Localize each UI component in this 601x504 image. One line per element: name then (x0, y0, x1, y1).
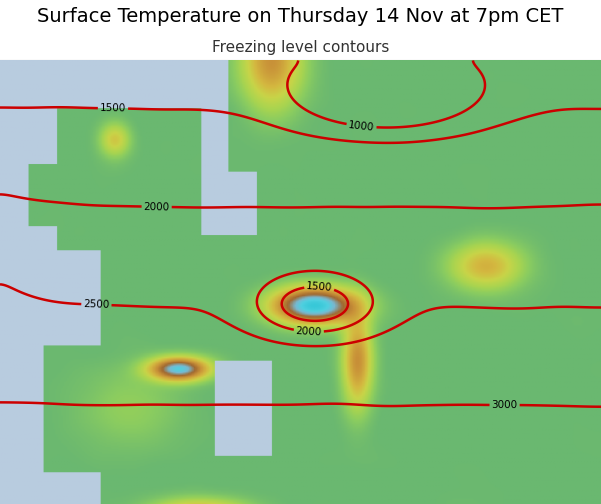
Text: 2000: 2000 (296, 326, 322, 337)
Text: 1500: 1500 (100, 103, 126, 113)
Text: 2000: 2000 (144, 202, 170, 212)
Text: 1000: 1000 (348, 120, 375, 133)
Text: 3000: 3000 (492, 400, 517, 410)
Text: Freezing level contours: Freezing level contours (212, 40, 389, 54)
Text: Surface Temperature on Thursday 14 Nov at 7pm CET: Surface Temperature on Thursday 14 Nov a… (37, 8, 564, 26)
Text: 2500: 2500 (83, 299, 110, 310)
Text: 1500: 1500 (306, 281, 333, 293)
